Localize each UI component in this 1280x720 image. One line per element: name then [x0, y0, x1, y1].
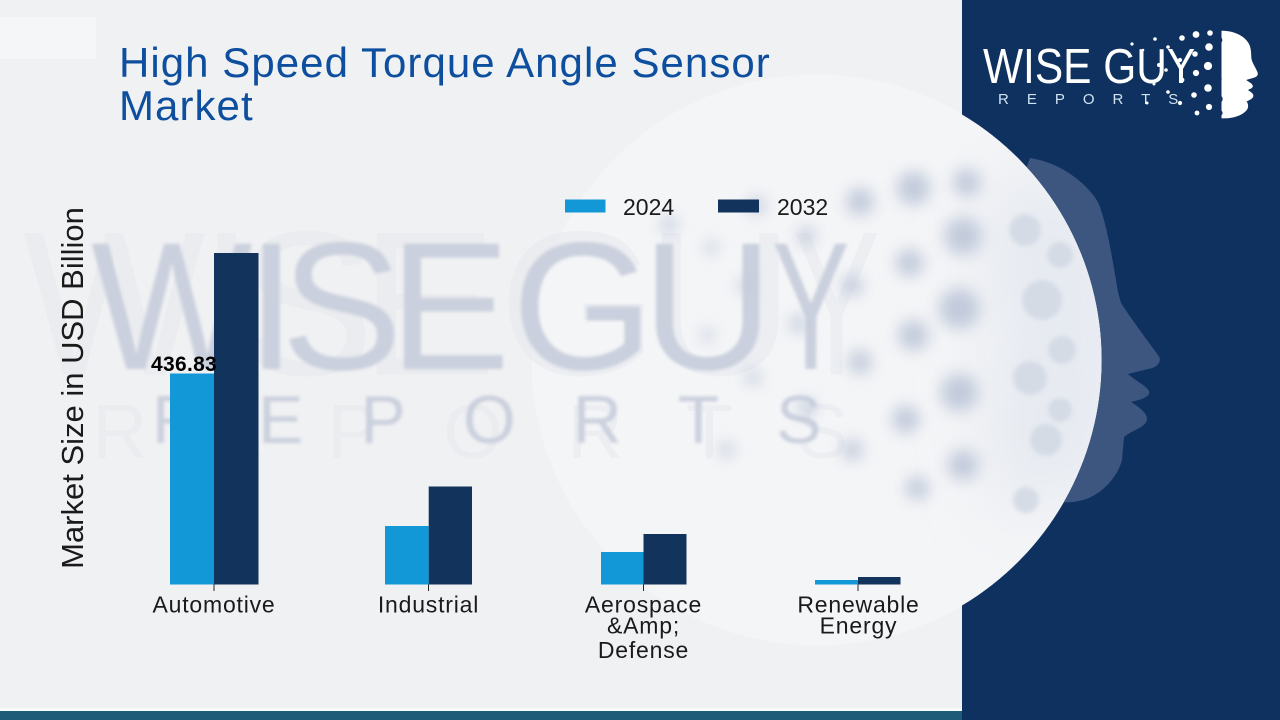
svg-text:Market: Market [119, 82, 254, 129]
svg-text:2024: 2024 [623, 194, 674, 220]
svg-text:2032: 2032 [777, 194, 828, 220]
svg-text:High Speed Torque Angle Sensor: High Speed Torque Angle Sensor [119, 39, 771, 86]
svg-text:436.83: 436.83 [151, 353, 217, 376]
svg-text:Automotive: Automotive [152, 592, 275, 618]
svg-text:Market Size in USD Billion: Market Size in USD Billion [55, 207, 90, 569]
svg-text:Industrial: Industrial [378, 592, 479, 618]
